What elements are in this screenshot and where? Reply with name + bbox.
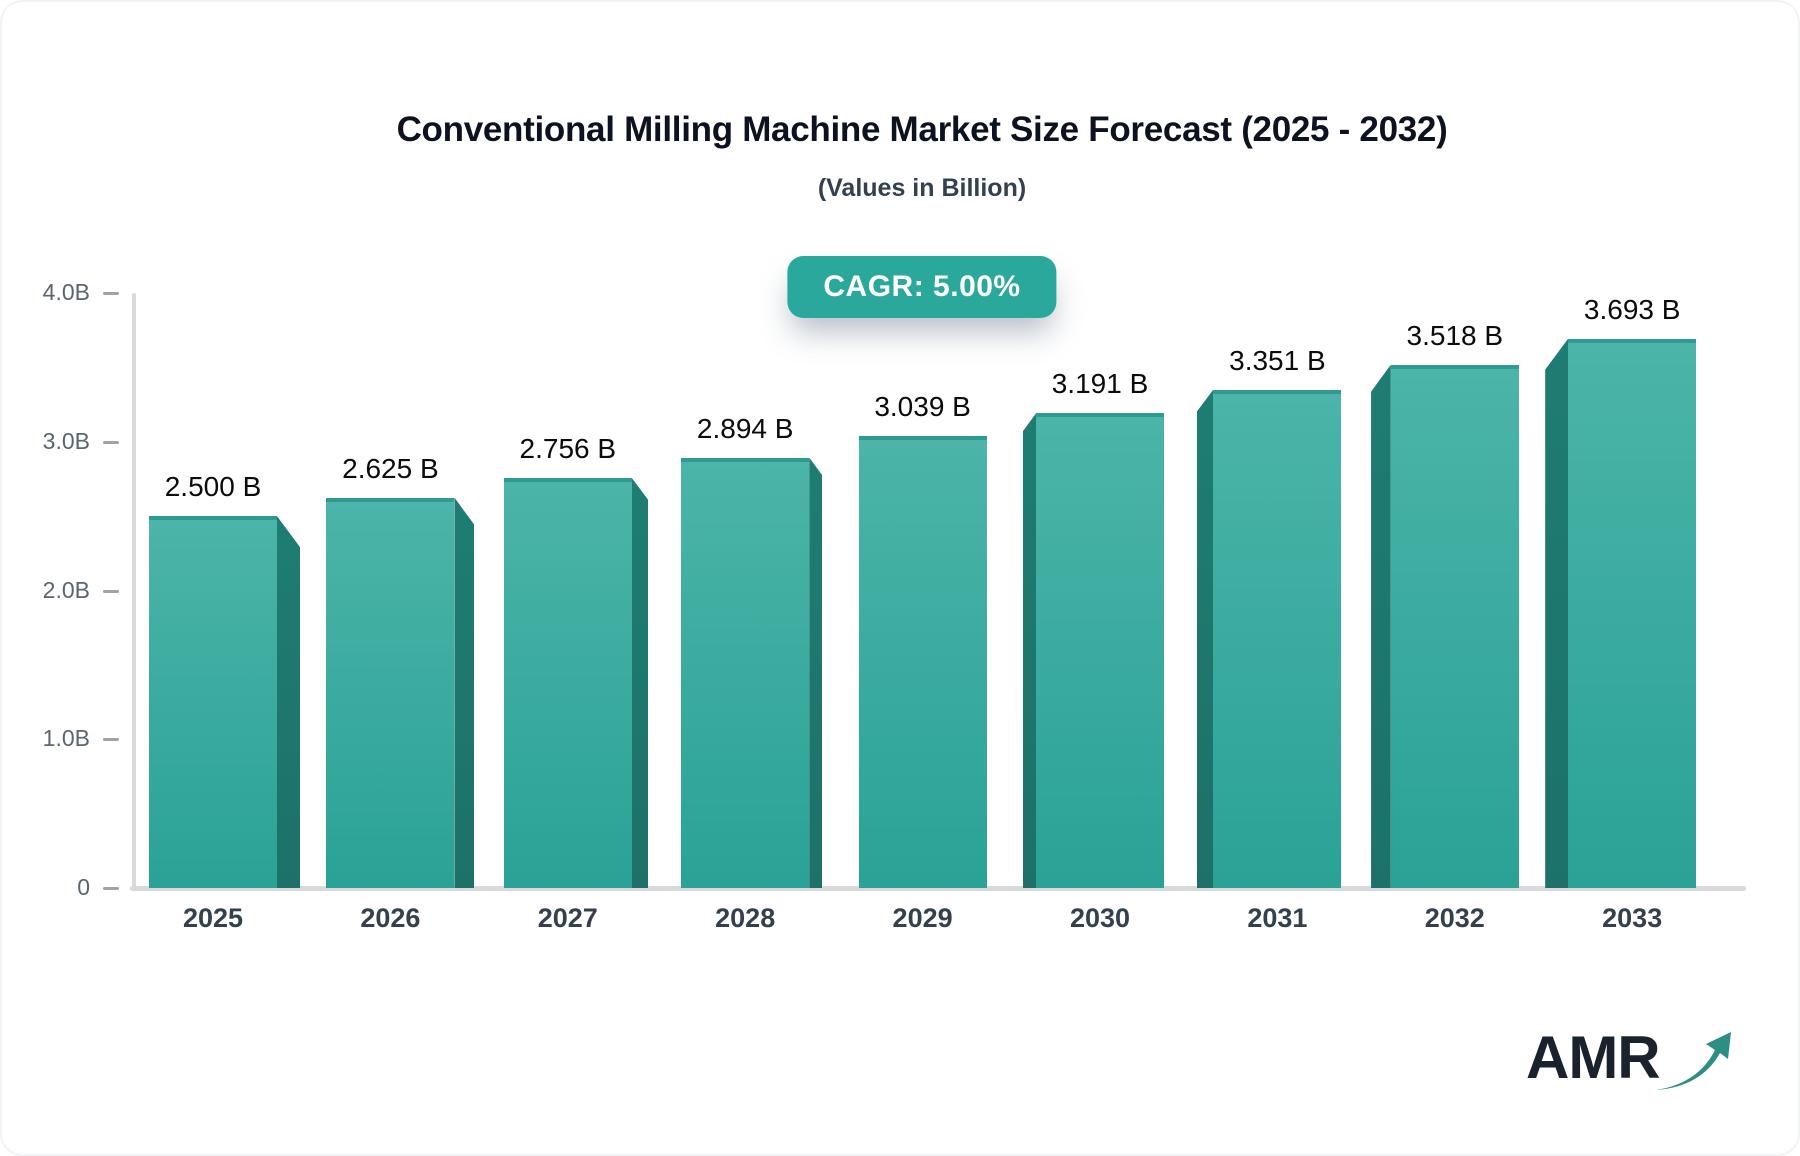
bar-side-face (1545, 338, 1569, 888)
y-tick-mark (103, 589, 119, 593)
bar-side-face (631, 478, 649, 888)
amr-logo-text: AMR (1526, 1024, 1661, 1091)
bar-value-label: 3.351 B (1229, 344, 1326, 376)
y-tick-mark (103, 292, 119, 295)
bar-2025 (149, 516, 277, 888)
bar-value-label: 2.500 B (164, 471, 262, 503)
bar-2032 (1390, 364, 1519, 888)
bar-2027 (503, 478, 632, 888)
y-axis-line (132, 293, 136, 889)
x-tick-label-2027: 2027 (537, 903, 598, 933)
bar-side-face (1196, 389, 1214, 888)
growth-arrow-icon (1655, 1032, 1731, 1090)
bar-value-label: 2.625 B (342, 452, 439, 484)
y-tick-label: 2.0B (42, 576, 90, 603)
x-axis-line (130, 886, 1746, 891)
y-tick-label: 3.0B (42, 427, 90, 454)
x-tick-label-2033: 2033 (1602, 903, 1663, 933)
bar-2029 (858, 435, 987, 888)
y-tick-label: 0 (77, 874, 90, 900)
cagr-badge: CAGR: 5.00% (787, 256, 1057, 318)
bar-side-face (277, 516, 300, 888)
bar-value-label: 2.756 B (519, 433, 617, 465)
bar-value-label: 3.191 B (1051, 368, 1149, 400)
x-tick-label-2026: 2026 (360, 903, 421, 933)
y-tick-label: 1.0B (42, 725, 90, 752)
bar-2031 (1213, 389, 1342, 888)
x-tick-label-2031: 2031 (1247, 903, 1308, 933)
amr-logo: AMR (1526, 1022, 1732, 1096)
bar-value-label: 3.039 B (874, 390, 971, 422)
bar-2026 (326, 497, 455, 888)
x-tick-label-2025: 2025 (182, 903, 244, 933)
y-tick-label: 4.0B (42, 279, 90, 305)
y-tick-mark (103, 887, 119, 890)
x-tick-label-2029: 2029 (892, 903, 953, 933)
bar-2028 (681, 457, 810, 888)
chart-subtitle: (Values in Billion) (817, 174, 1027, 202)
y-tick-mark (103, 440, 119, 444)
bar-2033 (1568, 338, 1697, 888)
bar-side-face (1371, 364, 1391, 888)
bar-side-face (454, 497, 475, 888)
bar-2030 (1036, 413, 1164, 888)
x-tick-label-2028: 2028 (715, 903, 776, 933)
x-tick-label-2032: 2032 (1424, 903, 1485, 933)
y-tick-mark (103, 738, 119, 742)
chart-title: Conventional Milling Machine Market Size… (396, 110, 1448, 149)
bar-side-face (1022, 413, 1036, 888)
bar-value-label: 2.894 B (696, 412, 794, 444)
bar-value-label: 3.518 B (1406, 319, 1504, 351)
x-tick-label-2030: 2030 (1069, 903, 1131, 933)
bar-value-label: 3.693 B (1583, 293, 1681, 325)
bar-side-face (809, 457, 823, 888)
